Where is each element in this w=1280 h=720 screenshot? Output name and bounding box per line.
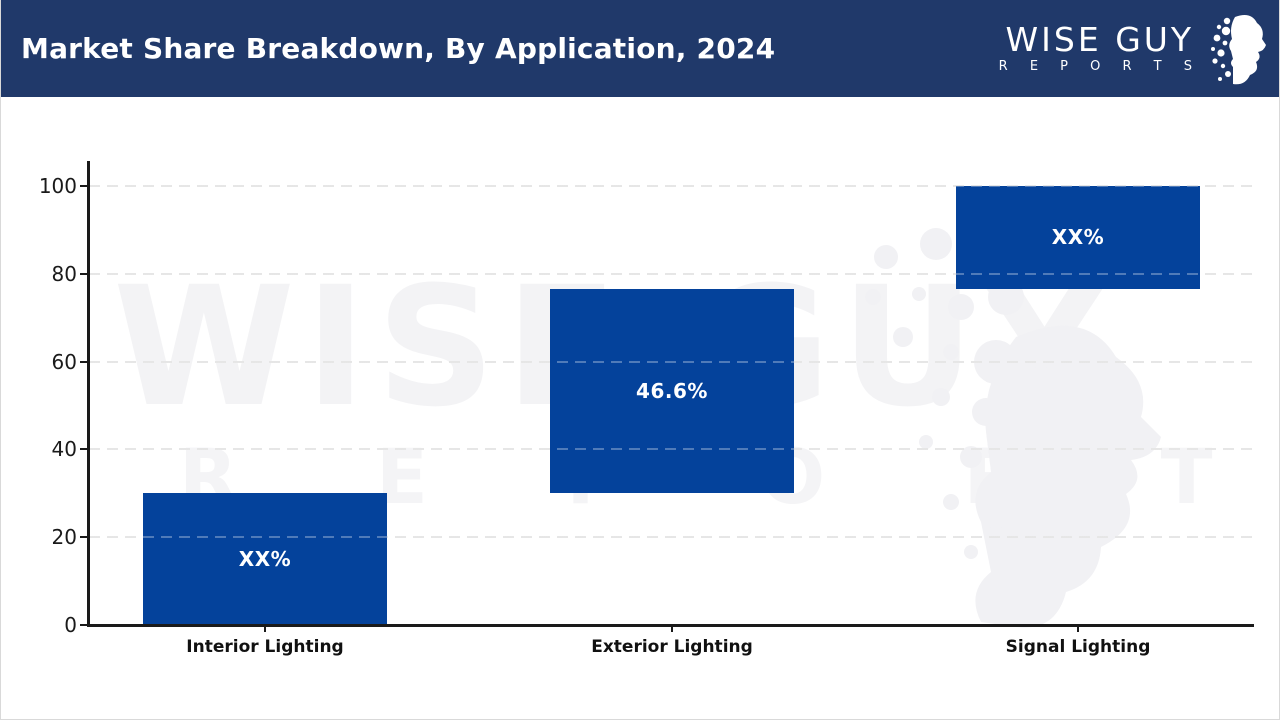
bar-interior-lighting: XX% bbox=[143, 493, 387, 625]
y-axis-tick bbox=[80, 185, 88, 187]
gridline-y80 bbox=[89, 272, 1254, 275]
y-axis-line bbox=[87, 161, 90, 625]
brand-subname: R E P O R T S bbox=[998, 59, 1201, 75]
bar-signal-lighting: XX% bbox=[956, 186, 1200, 289]
x-axis-line bbox=[87, 624, 1254, 627]
brand-logo: WISE GUY R E P O R T S bbox=[998, 11, 1279, 87]
face-dots-logo-icon bbox=[1211, 14, 1266, 84]
gridline-overlay-y20 bbox=[89, 536, 1254, 539]
bar-value-label: XX% bbox=[238, 547, 292, 572]
y-axis-tick bbox=[80, 448, 88, 451]
gridline-y100 bbox=[89, 185, 1254, 187]
y-axis-tick bbox=[80, 360, 88, 363]
gridline-overlay-y100 bbox=[89, 185, 1254, 187]
page-title: Market Share Breakdown, By Application, … bbox=[21, 32, 776, 65]
gridline-overlay-y60 bbox=[89, 360, 1254, 363]
y-axis-tick bbox=[80, 272, 88, 275]
brand-name: WISE GUY bbox=[1005, 19, 1195, 59]
bar-value-label: XX% bbox=[1051, 225, 1105, 250]
y-axis-tick bbox=[80, 624, 88, 626]
y-axis-tick-label: 0 bbox=[64, 613, 77, 637]
y-axis-tick-label: 100 bbox=[38, 174, 77, 198]
x-axis-category-label: Exterior Lighting bbox=[591, 637, 753, 657]
y-axis-tick bbox=[80, 536, 88, 539]
face-dots-watermark-icon bbox=[865, 228, 1161, 628]
bar-exterior-lighting: 46.6% bbox=[550, 288, 794, 494]
brand-logo-text: WISE GUY R E P O R T S bbox=[998, 19, 1201, 75]
x-axis-tick bbox=[264, 626, 266, 632]
bar-value-label: 46.6% bbox=[636, 379, 708, 403]
x-axis-category-label: Signal Lighting bbox=[1005, 637, 1151, 657]
chart-canvas: WISE GUY R E P O R T S 020406080100XX%46… bbox=[1, 97, 1279, 719]
gridline-overlay-y80 bbox=[89, 272, 1254, 275]
x-axis-tick bbox=[1077, 626, 1079, 632]
plot-area: 0 20 40 60 80 100 XX% 46.6% XX% Interior Lighting… bbox=[1, 97, 1279, 719]
y-axis-tick-label: 40 bbox=[51, 437, 77, 462]
x-axis-category-label: Interior Lighting bbox=[186, 637, 344, 657]
gridline-overlay-y40 bbox=[89, 448, 1254, 451]
x-axis-tick bbox=[671, 626, 673, 632]
y-axis-tick-label: 80 bbox=[51, 261, 77, 286]
header-bar: Market Share Breakdown, By Application, … bbox=[1, 0, 1279, 97]
y-axis-tick-label: 60 bbox=[51, 349, 77, 374]
y-axis-tick-label: 20 bbox=[51, 525, 77, 550]
gridline-y20 bbox=[89, 536, 1254, 539]
